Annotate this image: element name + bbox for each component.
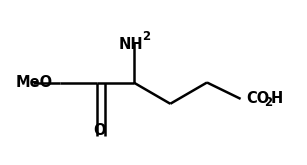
Text: MeO: MeO <box>16 75 53 90</box>
Text: 2: 2 <box>264 96 273 109</box>
Text: NH: NH <box>118 37 143 52</box>
Text: O: O <box>93 123 106 138</box>
Text: H: H <box>270 91 283 106</box>
Text: 2: 2 <box>142 30 150 43</box>
Text: CO: CO <box>247 91 270 106</box>
